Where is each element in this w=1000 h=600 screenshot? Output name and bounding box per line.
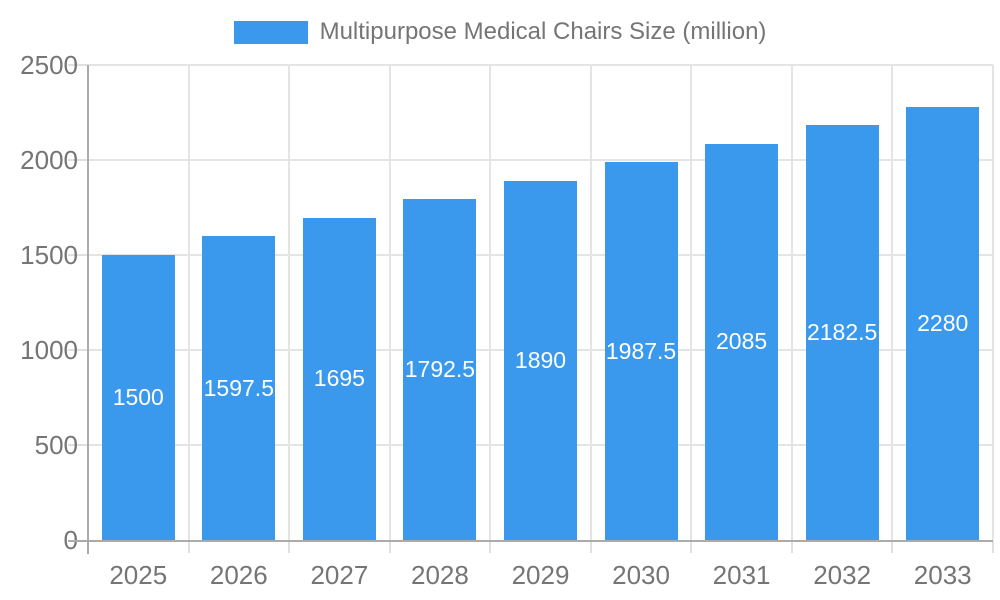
bar-value-label: 1792.5 [404,356,476,383]
x-axis-tick-label: 2028 [411,560,469,590]
gridline-vertical [891,65,894,540]
x-axis-tick [690,541,693,553]
y-axis-tick [68,64,88,66]
bar-value-label: 2085 [716,328,768,355]
bar [805,125,879,540]
x-axis-tick-label: 2032 [813,560,872,590]
gridline-vertical [992,65,994,540]
x-axis-tick-label: 2027 [310,560,369,590]
x-axis-tick-label: 2026 [209,560,268,590]
bar [604,162,678,540]
gridline-horizontal [88,159,993,161]
bar [504,180,577,540]
bar-value-label: 1597.5 [203,374,274,401]
bar-value-label: 2280 [917,309,969,336]
y-axis-tick-label: 1000 [20,335,78,365]
gridline-vertical [589,65,592,540]
bar [302,217,376,540]
gridline-horizontal [88,64,993,66]
x-axis-tick-label: 2029 [511,560,570,590]
y-axis-tick-label: 1500 [20,240,78,270]
x-axis-tick-label: 2025 [109,560,168,590]
bar [403,199,477,540]
bar-value-label: 1500 [112,384,164,410]
y-axis-tick-label: 500 [34,430,78,460]
legend-swatch [233,20,308,44]
x-axis-tick [187,541,190,553]
x-axis-tick [388,541,391,553]
x-axis-tick [891,541,894,553]
legend-label: Multipurpose Medical Chairs Size (millio… [319,18,767,45]
y-axis-tick-label: 2000 [20,145,78,175]
gridline-vertical [690,65,693,540]
legend: Multipurpose Medical Chairs Size (millio… [0,19,1000,45]
bar-value-label: 1890 [514,346,567,373]
x-axis-tick-label: 2030 [612,560,670,590]
bar [705,143,779,540]
gridline-vertical [388,65,391,540]
x-axis-tick [489,541,492,553]
x-axis-tick [589,541,592,553]
y-axis-tick-label: 0 [0,527,78,553]
gridline-vertical [489,65,492,540]
y-axis-line [87,65,89,554]
x-axis-tick [992,541,994,553]
bar [101,255,175,540]
bar-value-label: 2182.5 [806,319,878,346]
y-axis-tick [68,159,88,161]
y-axis-tick-label: 2500 [20,50,78,80]
bar-value-label: 1987.5 [605,337,677,364]
x-axis-tick [288,541,291,553]
bar [202,236,276,540]
y-axis-tick [68,254,88,256]
x-axis-tick-label: 2031 [712,560,771,590]
y-axis-tick [68,444,88,446]
gridline-vertical [187,65,190,540]
y-axis-tick [68,349,88,351]
bar [906,106,980,540]
gridline-vertical [288,65,291,540]
x-axis-line [68,540,993,542]
bar-value-label: 1695 [313,365,365,392]
x-axis-tick-label: 2033 [913,560,972,590]
gridline-vertical [790,65,793,540]
x-axis-tick [790,541,793,553]
